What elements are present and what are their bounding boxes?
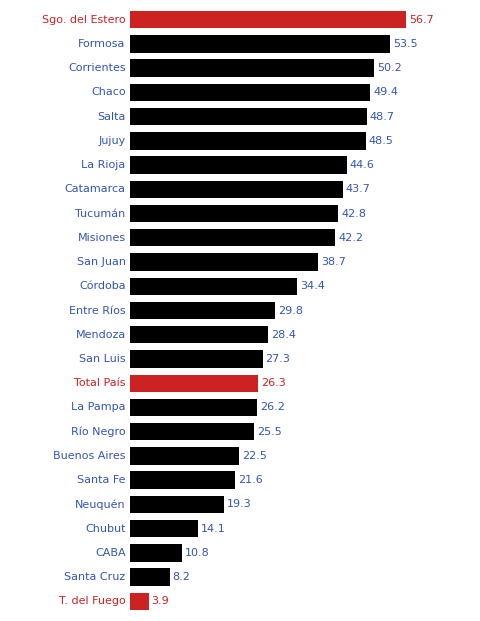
Text: Santa Fe: Santa Fe	[77, 475, 126, 485]
Bar	[130, 35, 390, 53]
Text: 53.5: 53.5	[393, 39, 418, 49]
Bar	[130, 326, 268, 343]
Text: Buenos Aires: Buenos Aires	[53, 451, 126, 461]
Text: 48.5: 48.5	[369, 136, 394, 146]
Text: 28.4: 28.4	[271, 330, 296, 340]
Text: San Luis: San Luis	[79, 354, 126, 364]
Text: Santa Cruz: Santa Cruz	[64, 572, 126, 582]
Bar	[130, 278, 297, 295]
Text: Formosa: Formosa	[78, 39, 126, 49]
Text: Neuquén: Neuquén	[75, 499, 126, 510]
Bar	[130, 156, 347, 174]
Bar	[130, 592, 149, 610]
Text: Catamarca: Catamarca	[65, 184, 126, 194]
Text: 48.7: 48.7	[370, 112, 395, 122]
Bar	[130, 229, 335, 247]
Text: Córdoba: Córdoba	[79, 281, 126, 291]
Text: T. del Fuego: T. del Fuego	[59, 596, 126, 607]
Bar	[130, 181, 343, 198]
Bar	[130, 399, 257, 416]
Text: Mendoza: Mendoza	[75, 330, 126, 340]
Text: 25.5: 25.5	[257, 427, 282, 437]
Text: 34.4: 34.4	[300, 281, 325, 291]
Bar	[130, 520, 198, 537]
Text: CABA: CABA	[95, 548, 126, 558]
Text: 50.2: 50.2	[377, 63, 402, 73]
Bar	[130, 253, 318, 271]
Text: 3.9: 3.9	[152, 596, 169, 607]
Bar	[130, 496, 224, 513]
Text: 19.3: 19.3	[227, 499, 252, 509]
Text: 26.3: 26.3	[261, 378, 286, 388]
Bar	[130, 471, 235, 489]
Bar	[130, 544, 182, 561]
Text: 42.2: 42.2	[338, 233, 363, 243]
Text: 44.6: 44.6	[350, 160, 375, 170]
Text: 43.7: 43.7	[346, 184, 371, 194]
Text: Sgo. del Estero: Sgo. del Estero	[42, 14, 126, 25]
Text: Jujuy: Jujuy	[98, 136, 126, 146]
Text: La Rioja: La Rioja	[82, 160, 126, 170]
Bar	[130, 423, 254, 440]
Bar	[130, 447, 239, 465]
Text: Corrientes: Corrientes	[68, 63, 126, 73]
Bar	[130, 568, 169, 586]
Text: 56.7: 56.7	[409, 14, 433, 25]
Bar	[130, 132, 366, 150]
Text: La Pampa: La Pampa	[71, 402, 126, 412]
Text: Total País: Total País	[74, 378, 126, 388]
Text: San Juan: San Juan	[77, 257, 126, 267]
Text: 8.2: 8.2	[172, 572, 191, 582]
Text: Entre Ríos: Entre Ríos	[69, 306, 126, 315]
Text: 26.2: 26.2	[260, 402, 285, 412]
Text: 21.6: 21.6	[238, 475, 263, 485]
Text: Chubut: Chubut	[85, 524, 126, 533]
Text: 42.8: 42.8	[341, 209, 366, 219]
Bar	[130, 350, 263, 368]
Text: 38.7: 38.7	[321, 257, 346, 267]
Text: 22.5: 22.5	[242, 451, 267, 461]
Bar	[130, 302, 275, 319]
Text: 49.4: 49.4	[373, 88, 398, 97]
Bar	[130, 84, 371, 101]
Bar	[130, 11, 406, 29]
Text: Río Negro: Río Negro	[71, 427, 126, 437]
Text: Misiones: Misiones	[78, 233, 126, 243]
Text: Tucumán: Tucumán	[75, 209, 126, 219]
Text: Chaco: Chaco	[91, 88, 126, 97]
Text: 27.3: 27.3	[265, 354, 290, 364]
Text: 14.1: 14.1	[201, 524, 226, 533]
Bar	[130, 205, 338, 222]
Bar	[130, 374, 258, 392]
Bar	[130, 108, 367, 125]
Text: 29.8: 29.8	[278, 306, 303, 315]
Text: 10.8: 10.8	[185, 548, 210, 558]
Text: Salta: Salta	[97, 112, 126, 122]
Bar	[130, 60, 374, 77]
